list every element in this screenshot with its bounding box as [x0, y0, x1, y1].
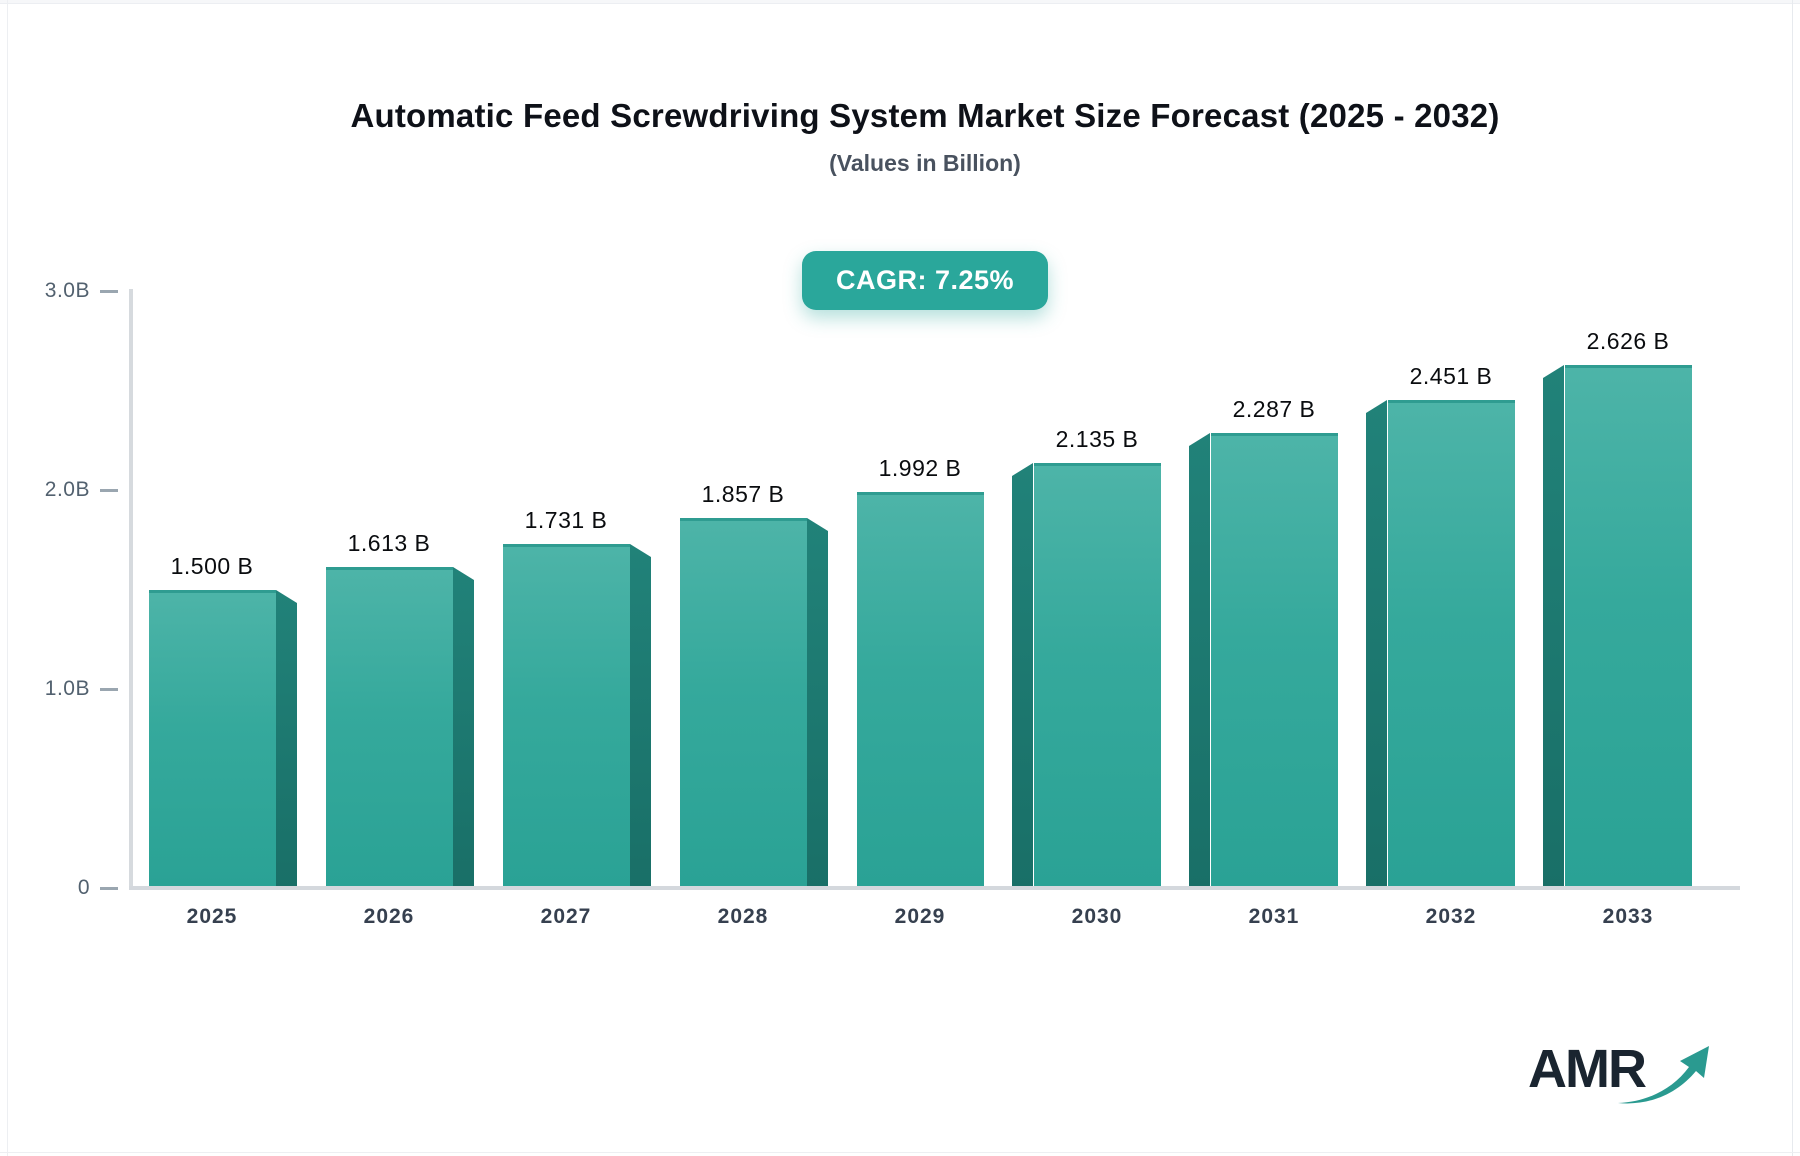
cagr-badge-wrapper: CAGR: 7.25% — [50, 251, 1800, 310]
x-tick-label-2033: 2033 — [1602, 905, 1654, 928]
bar-side-2033 — [1543, 365, 1564, 888]
bar-value-label: 1.731 B — [524, 507, 608, 533]
growth-arrow-icon — [1618, 1046, 1709, 1104]
bar-front-2032 — [1388, 400, 1515, 888]
amr-logo: AMR — [1528, 1038, 1728, 1118]
bar-front-2025 — [149, 590, 276, 888]
bar-value-label: 1.992 B — [878, 455, 962, 481]
x-axis-line — [129, 886, 1740, 890]
bar-value-label: 1.613 B — [347, 530, 431, 556]
x-tick-label-2029: 2029 — [894, 905, 946, 928]
y-tick-1b — [100, 688, 118, 691]
y-tick-3b — [100, 290, 118, 293]
bar-front-2026 — [326, 567, 453, 888]
bar-side-2028 — [807, 518, 828, 888]
bar-front-2028 — [680, 518, 807, 888]
bar-front-2031 — [1211, 433, 1338, 888]
cagr-badge: CAGR: 7.25% — [801, 251, 1049, 310]
bar-value-label: 2.135 B — [1055, 426, 1139, 452]
canvas-frame-right — [1792, 0, 1793, 1156]
bar-value-label: 2.287 B — [1232, 396, 1316, 422]
y-tick-2b — [100, 489, 118, 492]
y-tick-label-1b: 1.0B — [44, 677, 90, 700]
y-tick-label-3b: 3.0B — [44, 279, 90, 302]
canvas-frame-bottom — [0, 1152, 1800, 1153]
bar-value-label: 2.626 B — [1586, 328, 1670, 354]
bar-side-2027 — [630, 544, 651, 888]
chart-subtitle: (Values in Billion) — [829, 150, 1021, 176]
y-tick-0 — [100, 887, 118, 890]
bar-front-2027 — [503, 544, 630, 888]
x-tick-label-2025: 2025 — [186, 905, 238, 928]
x-tick-label-2026: 2026 — [363, 905, 415, 928]
bar-side-2026 — [453, 567, 474, 888]
chart-title: Automatic Feed Screwdriving System Marke… — [350, 97, 1500, 134]
bar-front-2033 — [1565, 365, 1692, 888]
x-tick-label-2028: 2028 — [717, 905, 769, 928]
bar-side-2030 — [1012, 463, 1033, 888]
bar-value-label: 1.857 B — [701, 481, 785, 507]
bar-front-2030 — [1034, 463, 1161, 888]
bar-side-2031 — [1189, 433, 1210, 888]
bar-value-label: 2.451 B — [1409, 363, 1493, 389]
bar-value-label: 1.500 B — [170, 553, 254, 579]
x-tick-label-2027: 2027 — [540, 905, 592, 928]
bar-side-2032 — [1366, 400, 1387, 888]
x-tick-label-2031: 2031 — [1248, 905, 1300, 928]
y-axis-line — [129, 289, 133, 888]
y-tick-label-0: 0 — [77, 876, 90, 899]
y-tick-label-2b: 2.0B — [44, 478, 90, 501]
x-tick-label-2032: 2032 — [1425, 905, 1477, 928]
bar-side-2025 — [276, 590, 297, 888]
x-tick-label-2030: 2030 — [1071, 905, 1123, 928]
amr-logo-text: AMR — [1528, 1039, 1647, 1099]
canvas-frame-left — [7, 0, 8, 1156]
canvas-frame-top — [0, 0, 1800, 4]
bar-front-2029 — [857, 492, 984, 888]
